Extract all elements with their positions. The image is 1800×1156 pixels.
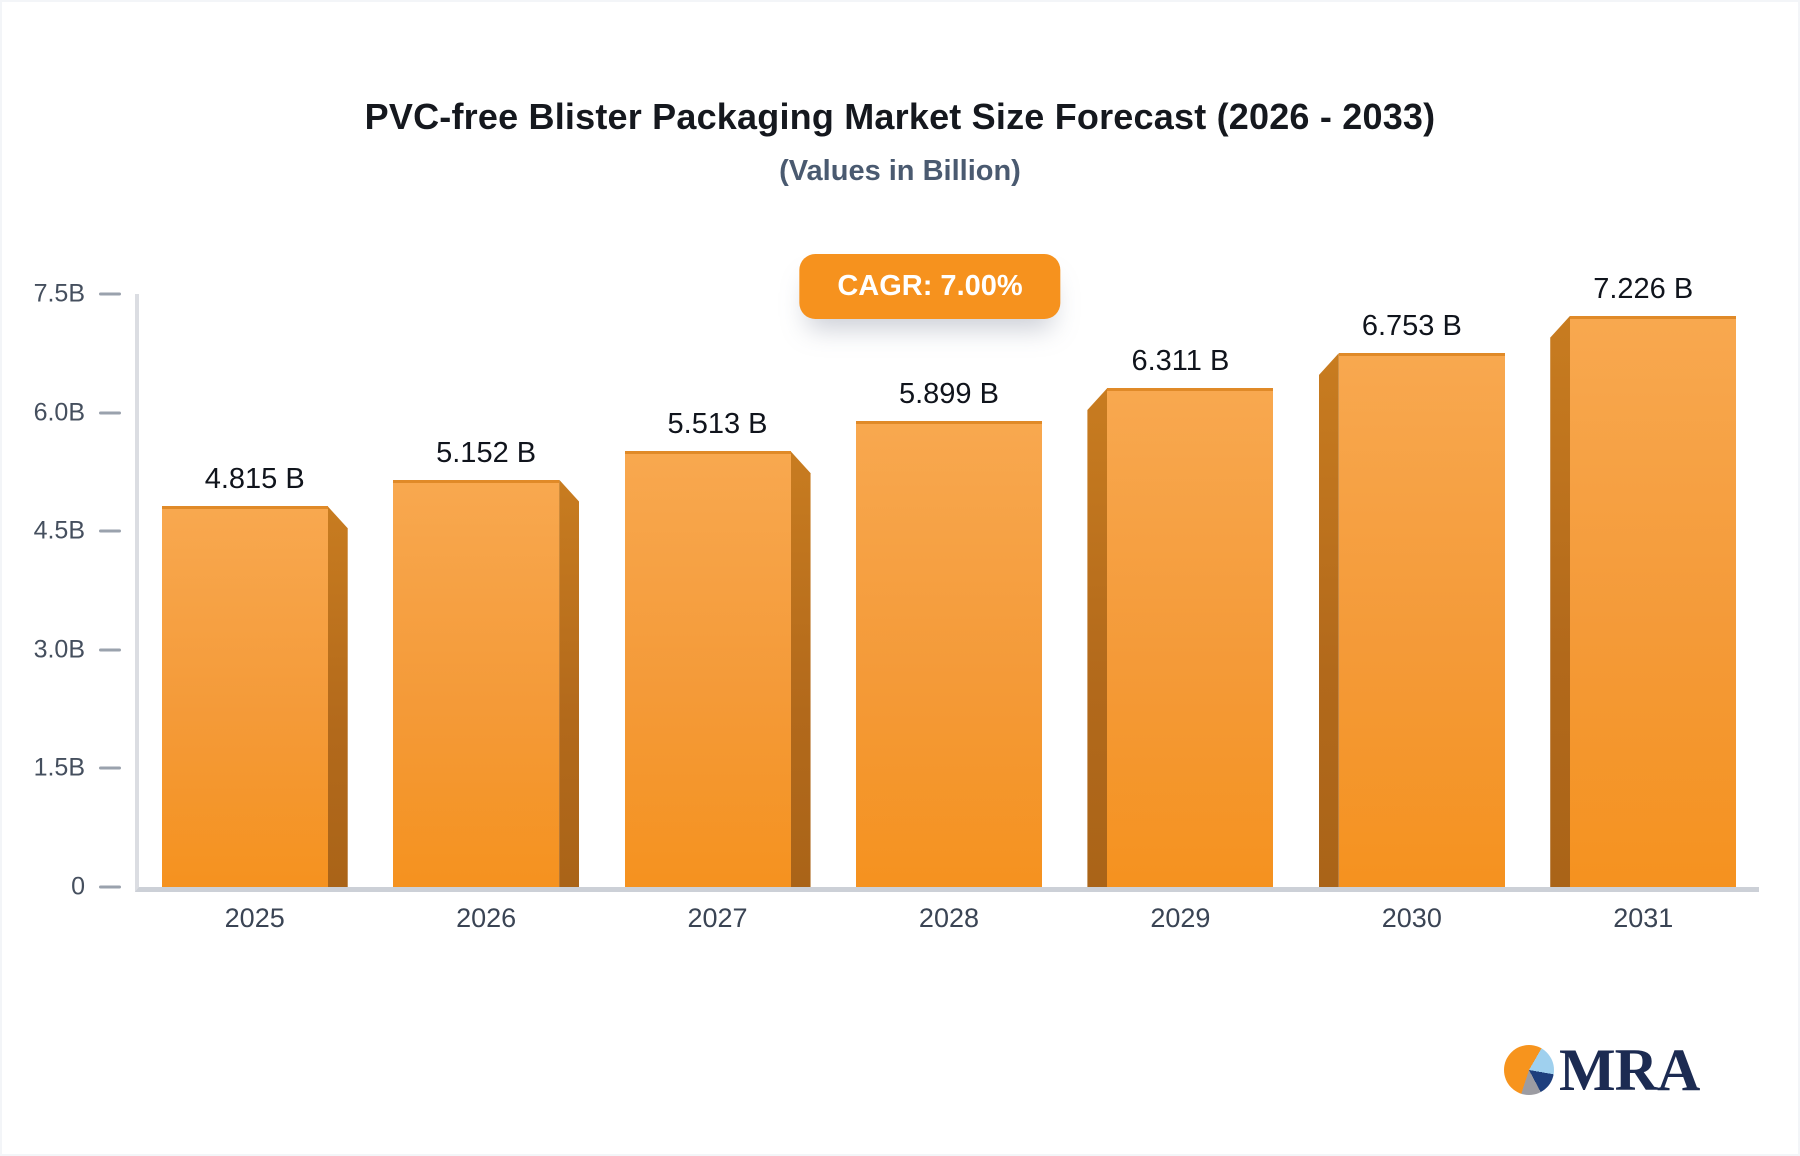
- bar-value-label: 6.753 B: [1361, 310, 1462, 343]
- bar-group-2027: 5.513 B 2027: [624, 294, 811, 933]
- y-axis-tick: 7.5B: [34, 280, 121, 309]
- bar-side-shade: [1318, 353, 1339, 887]
- cagr-badge: CAGR: 7.00%: [799, 254, 1061, 319]
- bar-side-shade: [327, 506, 348, 887]
- x-axis-label: 2027: [687, 903, 748, 933]
- bar-group-2028: 5.899 B 2028: [855, 294, 1042, 933]
- y-axis-tick: 4.5B: [34, 517, 121, 546]
- y-axis-tick: 1.5B: [34, 754, 121, 783]
- y-axis-tick-mark: [99, 529, 121, 533]
- y-axis-tick-mark: [99, 885, 121, 889]
- bar-side-shade: [790, 451, 811, 887]
- bar-face: [624, 451, 791, 887]
- bars-container: 4.815 B 2025 5.152 B 2026 5.513 B 2027 5.899 B…: [139, 273, 1759, 933]
- x-axis-label: 2028: [918, 903, 979, 933]
- bar-2026: 5.152 B: [393, 437, 580, 887]
- bar-value-label: 6.311 B: [1131, 345, 1230, 378]
- bar-face: [1338, 353, 1505, 887]
- bar-face: [1570, 315, 1737, 887]
- y-axis-tick: 6.0B: [34, 398, 121, 427]
- chart-title: PVC-free Blister Packaging Market Size F…: [364, 96, 1436, 137]
- y-axis-tick-mark: [99, 766, 121, 770]
- x-axis-label: 2030: [1381, 903, 1442, 933]
- y-axis-tick-label: 1.5B: [33, 753, 85, 782]
- bar-2027: 5.513 B: [624, 408, 811, 887]
- bar-face: [1107, 388, 1274, 887]
- mra-logo: MRA: [1504, 1037, 1700, 1103]
- y-axis-tick: 3.0B: [34, 635, 121, 664]
- bar-value-label: 7.226 B: [1593, 272, 1694, 305]
- bar-side-shade: [559, 479, 580, 887]
- y-axis-tick-label: 4.5B: [33, 516, 85, 545]
- bar-group-2031: 7.226 B 2031: [1550, 273, 1737, 933]
- chart-header: PVC-free Blister Packaging Market Size F…: [2, 96, 1798, 188]
- bar-2030: 6.753 B: [1318, 310, 1505, 887]
- chart-subtitle: (Values in Billion): [779, 155, 1021, 187]
- bar-value-label: 5.513 B: [667, 408, 768, 441]
- bar-face: [161, 506, 328, 887]
- bar-side-shade: [1550, 315, 1571, 887]
- bar-value-label: 5.152 B: [436, 436, 537, 469]
- bar-face: [855, 420, 1042, 887]
- bar-group-2029: 6.311 B 2029: [1087, 294, 1274, 933]
- bar-group-2030: 6.753 B 2030: [1318, 294, 1505, 933]
- y-axis-tick-label: 3.0B: [33, 635, 85, 664]
- x-axis-label: 2029: [1150, 903, 1211, 933]
- bar-2029: 6.311 B: [1087, 345, 1274, 887]
- y-axis-tick-label: 7.5B: [33, 279, 85, 308]
- bar-value-label: 4.815 B: [204, 463, 305, 496]
- bar-chart-plot-area: 4.815 B 2025 5.152 B 2026 5.513 B 2027 5.899 B…: [34, 273, 1759, 933]
- x-axis-label: 2025: [224, 903, 285, 933]
- y-axis-tick-label: 0: [71, 872, 85, 901]
- bar-2025: 4.815 B: [161, 463, 348, 887]
- y-axis-tick: 0: [71, 873, 121, 902]
- logo-text: MRA: [1559, 1037, 1700, 1103]
- x-axis-label: 2031: [1613, 903, 1674, 933]
- pie-chart-icon: [1504, 1045, 1554, 1095]
- bar-2028: 5.899 B: [855, 378, 1042, 887]
- x-axis-label: 2026: [456, 903, 517, 933]
- y-axis-tick-mark: [99, 292, 121, 296]
- bar-value-label: 5.899 B: [898, 377, 999, 410]
- y-axis-tick-mark: [99, 648, 121, 652]
- bar-group-2025: 4.815 B 2025: [161, 294, 348, 933]
- bar-face: [393, 479, 560, 887]
- bar-side-shade: [1087, 388, 1108, 887]
- y-axis-tick-label: 6.0B: [33, 398, 85, 427]
- y-axis-tick-mark: [99, 411, 121, 415]
- bar-group-2026: 5.152 B 2026: [393, 294, 580, 933]
- bar-2031: 7.226 B: [1550, 273, 1737, 887]
